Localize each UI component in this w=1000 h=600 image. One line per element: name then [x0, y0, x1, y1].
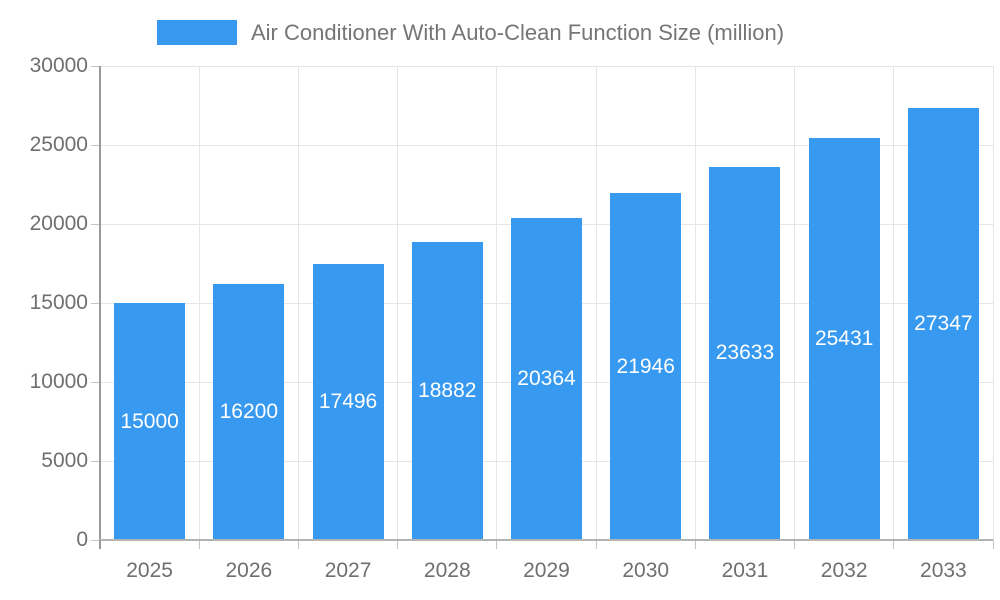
bar [808, 138, 880, 539]
bar-value-label: 25431 [814, 327, 874, 351]
bar-value-label: 18882 [418, 378, 477, 402]
gridline-vertical [297, 66, 299, 540]
y-axis-tick [91, 144, 100, 146]
y-axis-tick [91, 539, 100, 541]
y-axis-tick [91, 223, 100, 225]
bar [610, 193, 682, 539]
x-axis-tick [496, 540, 498, 549]
gridline-vertical [694, 66, 696, 540]
x-axis-label: 2033 [920, 559, 967, 582]
bar-value-label: 27347 [914, 311, 973, 335]
x-axis-tick [397, 540, 399, 549]
gridline-vertical [496, 66, 498, 540]
bar-value-label: 16200 [219, 400, 279, 424]
x-axis-label: 2030 [622, 559, 670, 582]
y-axis-tick [91, 302, 100, 304]
x-axis-label: 2031 [721, 559, 769, 582]
x-axis-tick [694, 540, 696, 549]
legend-label: Air Conditioner With Auto-Clean Function… [251, 20, 785, 45]
x-axis-tick [893, 540, 895, 549]
gridline-vertical [992, 66, 994, 540]
bar-value-label: 20364 [517, 367, 576, 391]
x-axis-tick [595, 540, 597, 549]
bar [511, 218, 582, 539]
y-axis-tick [91, 460, 100, 462]
bar [907, 107, 979, 539]
y-axis-label: 30000 [29, 54, 88, 77]
gridline-horizontal [100, 144, 993, 146]
y-axis-label: 15000 [29, 291, 88, 314]
x-axis-tick [794, 540, 796, 549]
gridline-vertical [397, 66, 399, 540]
bar [312, 263, 384, 539]
x-axis-label: 2032 [820, 559, 868, 582]
gridline-vertical [198, 66, 200, 540]
bar-value-label: 21946 [616, 354, 675, 378]
y-axis-label: 0 [76, 528, 88, 551]
bar-value-label: 15000 [120, 409, 179, 433]
x-axis-tick [992, 540, 994, 549]
bar [213, 284, 285, 539]
bar-value-label: 23633 [715, 341, 775, 365]
y-axis-tick [91, 381, 100, 383]
bar [709, 166, 781, 539]
y-axis-line [99, 66, 101, 549]
x-axis-label: 2027 [324, 559, 372, 582]
x-axis-tick [198, 540, 200, 549]
bar [114, 303, 186, 539]
legend-color-swatch [157, 20, 237, 45]
x-axis-label: 2025 [126, 559, 173, 582]
gridline-vertical [893, 66, 895, 540]
y-axis-label: 20000 [29, 212, 88, 235]
bar [411, 241, 483, 539]
gridline-vertical [794, 66, 796, 540]
x-axis-line [100, 539, 993, 541]
x-axis-tick [297, 540, 299, 549]
gridline-vertical [595, 66, 597, 540]
x-axis-label: 2026 [225, 559, 273, 582]
y-axis-label: 10000 [29, 370, 88, 393]
y-axis-label: 25000 [29, 133, 88, 156]
x-axis-label: 2029 [523, 559, 570, 582]
x-axis-label: 2028 [423, 559, 471, 582]
gridline-horizontal [100, 65, 993, 67]
y-axis-label: 5000 [41, 449, 88, 472]
legend[interactable]: Air Conditioner With Auto-Clean Function… [157, 18, 784, 47]
bar-value-label: 17496 [318, 389, 378, 413]
y-axis-tick [91, 65, 100, 67]
